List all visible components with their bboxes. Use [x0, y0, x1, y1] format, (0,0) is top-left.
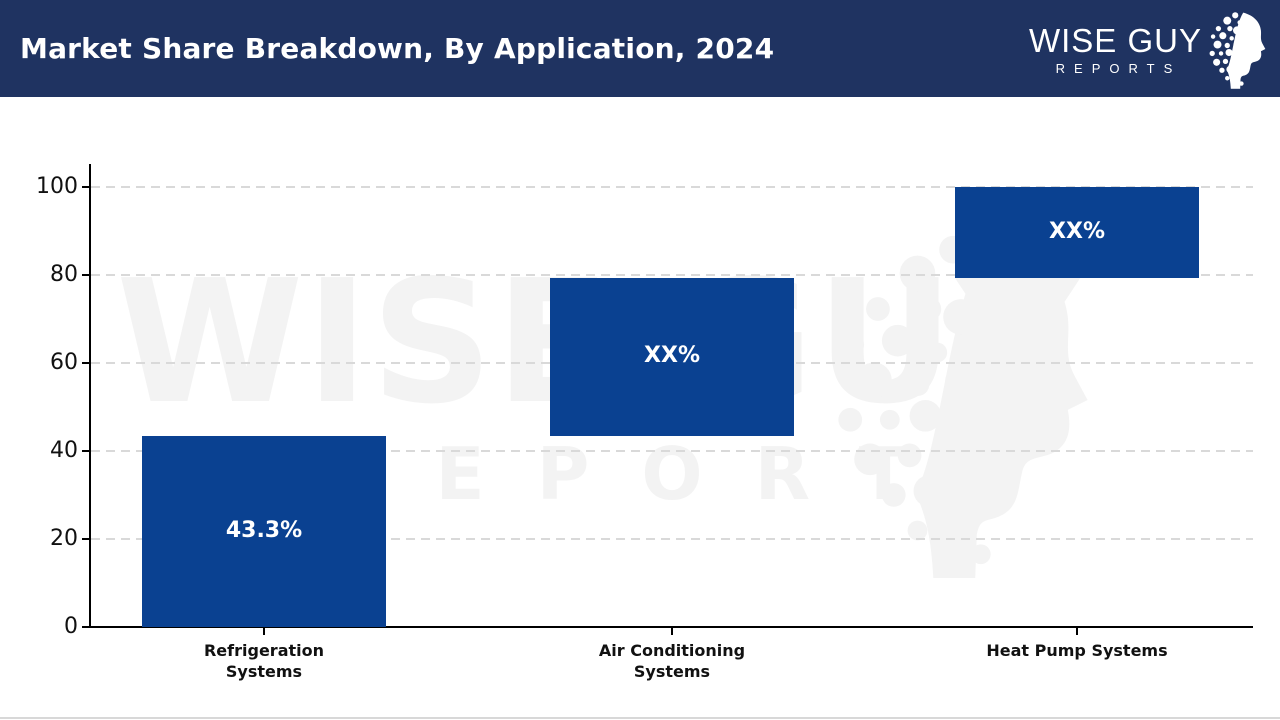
logo-reports-text: REPORTS — [1055, 60, 1182, 76]
x-axis-line — [89, 626, 1253, 628]
header-bar: Market Share Breakdown, By Application, … — [0, 0, 1280, 97]
x-axis-tick-2 — [671, 628, 673, 635]
y-axis-tick-100 — [82, 186, 89, 188]
y-axis-tick-label-0: 0 — [64, 614, 78, 639]
gridline-20 — [91, 538, 1253, 540]
x-axis-tick-1 — [263, 628, 265, 635]
x-axis-category-label-2: Air Conditioning Systems — [598, 641, 746, 681]
bottom-border-line — [0, 717, 1280, 719]
gridline-100 — [91, 186, 1253, 188]
bar-1 — [142, 436, 386, 627]
y-axis-tick-label-40: 40 — [50, 438, 78, 463]
y-axis-tick-0 — [82, 626, 89, 628]
y-axis-line — [89, 164, 91, 628]
bar-label-3: XX% — [1049, 218, 1105, 244]
y-axis-tick-60 — [82, 362, 89, 364]
y-axis-tick-label-80: 80 — [50, 262, 78, 287]
bar-2 — [550, 278, 794, 437]
x-axis-tick-3 — [1076, 628, 1078, 635]
chart-title: Market Share Breakdown, By Application, … — [20, 32, 775, 65]
logo-text: WISE GUY REPORTS — [1029, 22, 1202, 76]
bar-label-1: 43.3% — [225, 517, 303, 543]
y-axis-tick-20 — [82, 538, 89, 540]
x-axis-category-label-3: Heat Pump Systems — [986, 641, 1168, 660]
bar-label-2: XX% — [644, 343, 700, 369]
gridline-40 — [91, 450, 1253, 452]
y-axis-tick-label-100: 100 — [36, 174, 78, 199]
y-axis-tick-80 — [82, 274, 89, 276]
y-axis-tick-label-20: 20 — [50, 526, 78, 551]
logo-wordmark: WISE GUY — [1028, 21, 1202, 59]
dotted-head-profile-icon — [1206, 8, 1268, 90]
y-axis-tick-40 — [82, 450, 89, 452]
x-axis-category-label-1: Refrigeration Systems — [203, 641, 324, 681]
wise-guy-logo: WISE GUY REPORTS — [1029, 8, 1280, 90]
gridline-80 — [91, 274, 1253, 276]
y-axis-tick-label-60: 60 — [50, 350, 78, 375]
